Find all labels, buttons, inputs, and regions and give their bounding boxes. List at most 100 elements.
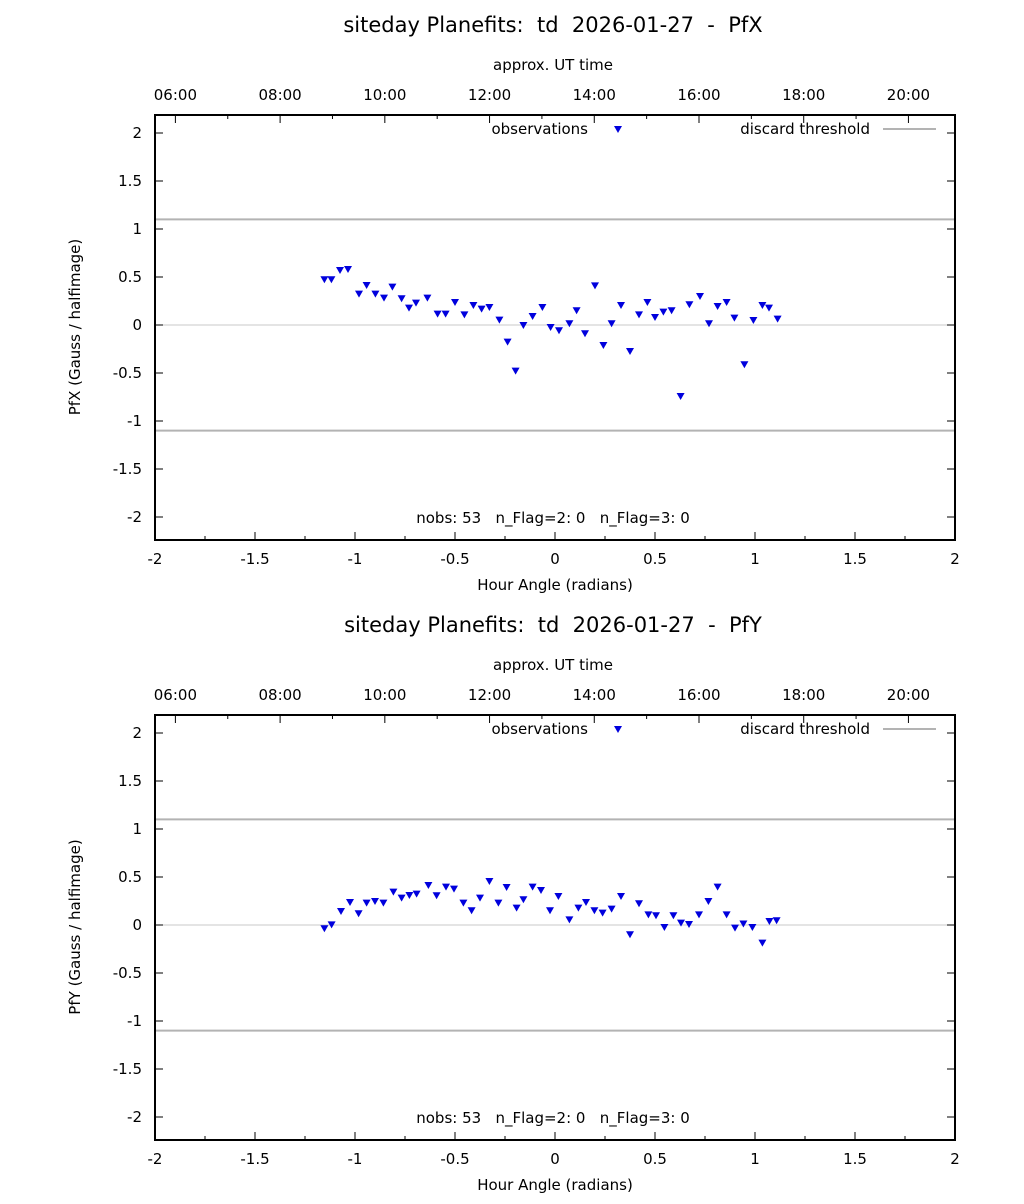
data-point-marker xyxy=(538,303,547,311)
y-axis-tick-label: 0.5 xyxy=(118,868,142,886)
data-point-marker xyxy=(362,281,371,289)
x-axis-tick-label: -0.5 xyxy=(440,1150,469,1168)
data-point-marker xyxy=(537,886,545,894)
data-point-marker xyxy=(765,917,774,925)
ut-axis-tick-label: 18:00 xyxy=(782,86,825,104)
x-axis-tick-label: 1 xyxy=(750,1150,760,1168)
data-point-marker xyxy=(635,311,643,319)
y-axis-tick-label: 1.5 xyxy=(118,172,142,190)
data-point-marker xyxy=(644,911,653,919)
y-axis-tick-label: -0.5 xyxy=(113,364,142,382)
x-axis-tick-label: 0.5 xyxy=(643,1150,667,1168)
data-point-marker xyxy=(740,361,749,369)
y-axis-tick-label: 0 xyxy=(132,316,142,334)
generated-layer: -2 -1.5 -1 -0.5 0 0.5 1 1.5 2 06:00 08:00 10:00 12:0… xyxy=(113,86,960,568)
data-point-marker xyxy=(519,896,528,904)
data-point-marker xyxy=(355,290,363,298)
y-axis-tick-label: -1.5 xyxy=(113,1060,142,1078)
y-axis-tick-label: 1 xyxy=(132,220,142,238)
x-axis-tick-label: -1.5 xyxy=(240,550,269,568)
generated-layer: -2 -1.5 -1 -0.5 0 0.5 1 1.5 2 06:00 08:00 10:00 12:0… xyxy=(113,686,960,1168)
y-axis-tick-label: 1.5 xyxy=(118,772,142,790)
x-axis-tick-label: -0.5 xyxy=(440,550,469,568)
data-point-marker xyxy=(704,898,713,905)
y-axis-tick-label: -1 xyxy=(127,1012,142,1030)
ut-axis-tick-label: 10:00 xyxy=(363,686,406,704)
x2-axis-title-2: approx. UT time xyxy=(493,656,613,674)
data-point-marker xyxy=(669,912,678,920)
ut-axis-tick-label: 08:00 xyxy=(258,686,301,704)
data-point-marker xyxy=(739,920,748,928)
data-point-marker xyxy=(412,890,421,898)
data-point-marker xyxy=(467,907,476,915)
x-axis-tick-label: 0 xyxy=(550,1150,560,1168)
data-point-marker xyxy=(495,316,504,324)
data-point-marker xyxy=(758,939,767,947)
data-point-marker xyxy=(320,925,329,933)
ut-axis-tick-label: 06:00 xyxy=(154,86,197,104)
y-axis-tick-label: 0 xyxy=(132,916,142,934)
ut-axis-tick-label: 10:00 xyxy=(363,86,406,104)
ut-axis-tick-label: 20:00 xyxy=(887,86,930,104)
data-point-marker xyxy=(512,904,521,912)
data-point-marker xyxy=(773,315,782,323)
data-point-marker xyxy=(528,883,537,891)
ut-axis-tick-label: 12:00 xyxy=(468,686,511,704)
x-axis-tick-label: -2 xyxy=(148,1150,163,1168)
y-axis-tick-label: -0.5 xyxy=(113,964,142,982)
data-point-marker xyxy=(371,898,379,905)
data-point-marker xyxy=(722,298,731,306)
data-point-marker xyxy=(599,341,608,349)
ut-axis-tick-label: 16:00 xyxy=(677,86,720,104)
data-point-marker xyxy=(433,310,442,318)
data-point-marker xyxy=(336,266,344,274)
data-point-marker xyxy=(617,893,625,901)
data-point-marker xyxy=(731,924,739,932)
data-point-marker xyxy=(388,283,397,291)
y-axis-tick-label: 1 xyxy=(132,820,142,838)
data-point-marker xyxy=(705,320,713,328)
page-title-2: siteday Planefits: td 2026-01-27 - PfY xyxy=(344,613,762,637)
data-point-marker xyxy=(379,899,388,907)
data-point-marker xyxy=(722,911,731,919)
data-point-marker xyxy=(432,892,441,900)
data-point-marker xyxy=(713,302,722,310)
x-axis-tick-label: 0.5 xyxy=(643,550,667,568)
data-point-marker xyxy=(651,314,659,322)
data-point-marker xyxy=(565,320,574,328)
x-axis-tick-label: 2 xyxy=(950,550,960,568)
data-point-marker xyxy=(677,919,685,927)
data-point-marker xyxy=(696,293,704,301)
y-axis-tick-label: 0.5 xyxy=(118,268,142,286)
data-point-marker xyxy=(626,931,634,939)
data-point-marker xyxy=(405,304,413,312)
data-point-marker xyxy=(591,282,599,290)
y-axis-tick-label: -2 xyxy=(127,508,142,526)
y-axis-tick-label: -1.5 xyxy=(113,460,142,478)
y-axis-tick-label: 2 xyxy=(132,124,142,142)
legend-observations-marker-icon-2 xyxy=(614,726,622,733)
data-point-marker xyxy=(772,917,781,925)
ut-axis-tick-label: 14:00 xyxy=(573,86,616,104)
data-point-marker xyxy=(450,885,458,893)
data-point-marker xyxy=(485,303,494,311)
data-point-marker xyxy=(424,881,433,889)
ut-axis-tick-label: 14:00 xyxy=(573,686,616,704)
chart-panel-pfx: siteday Planefits: td 2026-01-27 - PfX a… xyxy=(0,0,1024,600)
data-point-marker xyxy=(503,338,512,346)
data-point-marker xyxy=(730,314,739,322)
data-point-marker xyxy=(380,294,388,302)
data-point-marker xyxy=(748,924,757,932)
data-point-marker xyxy=(469,302,478,310)
x-axis-tick-label: -1 xyxy=(348,1150,363,1168)
data-point-marker xyxy=(423,294,432,302)
data-point-marker xyxy=(572,307,581,315)
data-point-marker xyxy=(327,276,336,284)
data-point-marker xyxy=(344,266,352,274)
x-axis-tick-label: -2 xyxy=(148,550,163,568)
pfy-chart: siteday Planefits: td 2026-01-27 - PfY a… xyxy=(66,613,960,1194)
data-point-marker xyxy=(476,894,484,902)
data-point-marker xyxy=(555,327,563,335)
y-axis-title: PfX (Gauss / halfimage) xyxy=(66,239,84,415)
y-axis-tick-label: 2 xyxy=(132,724,142,742)
